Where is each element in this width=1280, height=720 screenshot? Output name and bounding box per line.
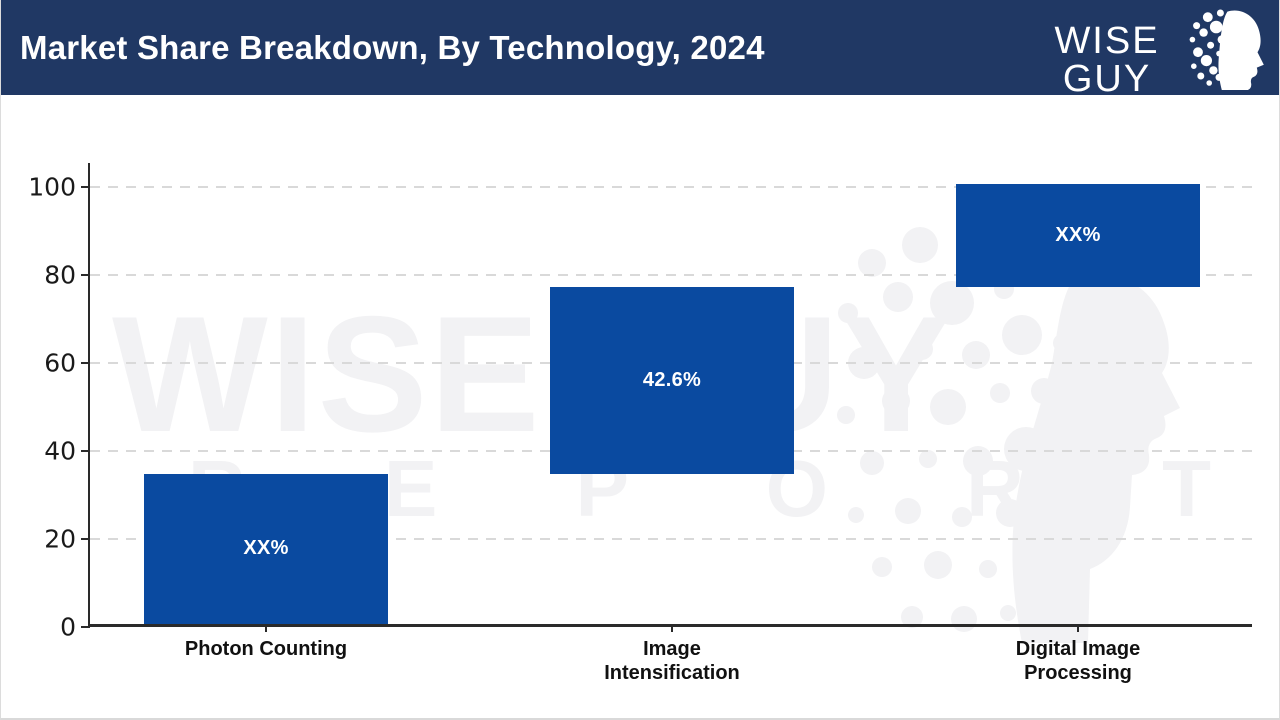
wise-guy-reports-logo: WISE GUY R E P O R T S <box>1018 0 1268 114</box>
y-tick-mark-60 <box>81 362 90 364</box>
page-title: Market Share Breakdown, By Technology, 2… <box>20 28 765 66</box>
bar-value-label-3: XX% <box>1055 223 1101 246</box>
bar-segment-1: XX% <box>144 473 388 624</box>
y-tick-label-20: 20 <box>44 524 76 554</box>
bar-value-label-2: 42.6% <box>642 368 702 391</box>
gridline-y-100 <box>90 186 1252 188</box>
bar-value-label-1: XX% <box>243 537 289 560</box>
y-tick-mark-40 <box>81 450 90 452</box>
y-tick-mark-80 <box>81 274 90 276</box>
logo-tagline: R E P O R T S <box>1024 100 1194 114</box>
y-tick-mark-0 <box>81 626 90 628</box>
bar-segment-2: 42.6% <box>550 286 794 474</box>
y-tick-label-80: 80 <box>44 260 76 290</box>
y-tick-label-40: 40 <box>44 436 76 466</box>
header-bar: Market Share Breakdown, By Technology, 2… <box>0 0 1280 114</box>
y-tick-label-100: 100 <box>28 172 76 202</box>
bar-segment-3: XX% <box>956 184 1200 287</box>
logo-head-icon <box>1189 9 1264 90</box>
y-tick-mark-20 <box>81 538 90 540</box>
gridline-y-80 <box>90 274 1252 276</box>
x-category-label-1: Photon Counting <box>184 638 348 660</box>
x-tick-mark-2 <box>671 624 673 632</box>
x-category-label-3: Digital Image Processing <box>1015 638 1141 684</box>
plot-area: 0 20 40 60 80 100 XX% 42.6% XX% Photon Counting Im… <box>28 163 1252 684</box>
gridline-y-20 <box>90 538 1252 540</box>
y-tick-mark-100 <box>81 186 90 188</box>
logo-name: WISE GUY <box>1054 20 1160 100</box>
x-category-label-2: Image Intensification <box>604 638 740 684</box>
y-tick-label-0: 0 <box>60 612 76 642</box>
x-tick-mark-3 <box>1077 624 1079 632</box>
x-tick-mark-1 <box>265 624 267 632</box>
y-tick-label-60: 60 <box>44 348 76 378</box>
